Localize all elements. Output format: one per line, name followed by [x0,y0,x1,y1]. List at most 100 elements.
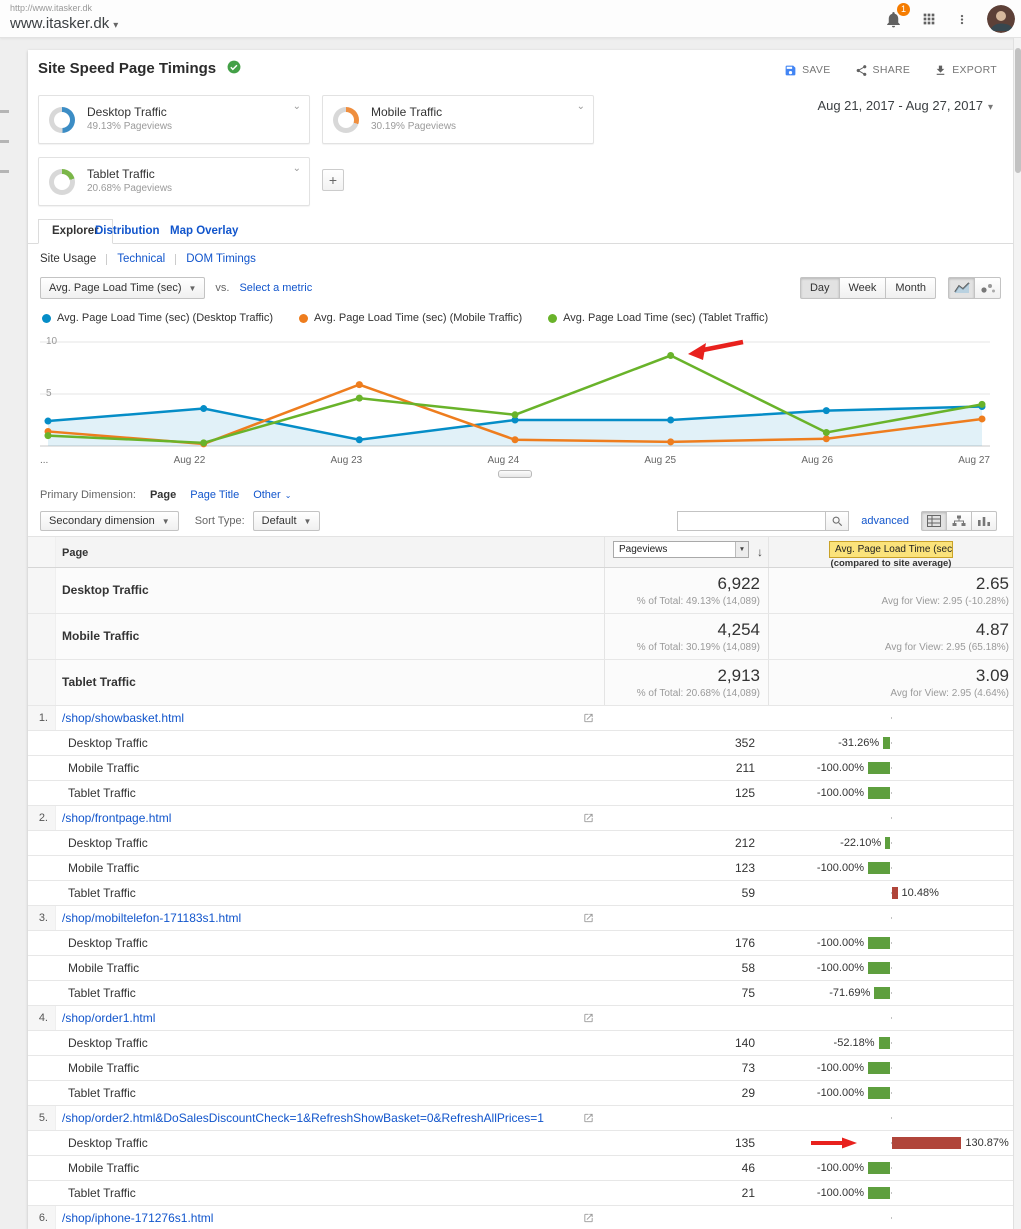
segment-card-desktop-traffic[interactable]: Desktop Traffic 49.13% Pageviews ⌄ [38,95,310,144]
page-link[interactable]: /shop/iphone-171276s1.html [62,1211,214,1225]
delta-value: -100.00% [816,787,864,799]
tab-distribution[interactable]: Distribution [95,225,160,237]
metric-column-selector[interactable]: Avg. Page Load Time (sec) ▼ [829,541,953,558]
avatar[interactable] [987,5,1015,33]
scrollbar-thumb[interactable] [1015,48,1021,173]
y-axis-label: 5 [46,388,52,399]
pageviews-column-selector[interactable]: Pageviews ▼ [613,541,749,558]
table-search-input[interactable] [677,511,826,531]
advanced-link[interactable]: advanced [861,515,909,527]
apps-grid-button[interactable] [921,11,937,27]
segment-name: Mobile Traffic [68,861,140,875]
external-link-icon[interactable] [583,1013,594,1024]
pageviews-subtext: % of Total: 49.13% (14,089) [636,596,760,607]
delta-value: 10.48% [901,887,939,899]
primary-dimension-page-title[interactable]: Page Title [190,489,240,501]
page-link[interactable]: /shop/frontpage.html [62,811,172,825]
secondary-dimension-button[interactable]: Secondary dimension ▼ [40,511,179,531]
sort-type-button[interactable]: Default ▼ [252,511,321,531]
granularity-month-button[interactable]: Month [885,277,936,299]
subtab-site-usage[interactable]: Site Usage [40,253,97,265]
granularity-week-button[interactable]: Week [838,277,887,299]
metric-selector[interactable]: Avg. Page Load Time (sec) ▼ [40,277,206,299]
x-axis-label: Aug 23 [330,455,363,466]
segment-sub-row: Desktop Traffic 212 -22.10% [28,831,1013,856]
explorer-subtabs: Site Usage Technical DOM Timings [40,251,256,267]
chart-canvas [40,339,990,448]
sort-direction-arrow[interactable]: ↓ [757,545,763,559]
chevron-down-icon[interactable]: ⌄ [576,101,585,112]
metric-total: 4.87 [975,620,1009,639]
legend-item-desktop: Avg. Page Load Time (sec) (Desktop Traff… [42,312,273,324]
comparison-view-button[interactable] [946,511,972,531]
table-view-button[interactable] [921,511,947,531]
page-link[interactable]: /shop/order1.html [62,1011,156,1025]
segment-name: Tablet Traffic [68,1086,136,1100]
chevron-down-icon[interactable]: ⌄ [292,101,301,112]
summary-label-cell: Tablet Traffic [56,660,604,705]
table-view-icon [927,515,941,527]
sidebar-mark [0,110,9,113]
add-segment-button[interactable]: + [322,169,344,191]
page-link[interactable]: /shop/mobiltelefon-171183s1.html [62,911,242,925]
chevron-down-icon: ▼ [303,516,312,526]
page-link[interactable]: /shop/showbasket.html [62,711,185,725]
segment-name: Mobile Traffic [68,1161,140,1175]
timeline-handle[interactable] [498,470,532,478]
segment-name: Desktop Traffic [68,736,148,750]
tab-explorer[interactable]: Explorer [38,219,113,244]
segment-card-tablet-traffic[interactable]: Tablet Traffic 20.68% Pageviews ⌄ [38,157,310,206]
select-metric-link[interactable]: Select a metric [239,282,313,294]
segment-card-mobile-traffic[interactable]: Mobile Traffic 30.19% Pageviews ⌄ [322,95,594,144]
pageviews-value: 75 [741,986,755,1000]
row-gutter: 6. [28,1206,56,1229]
line-chart-view-button[interactable] [948,277,975,299]
external-link-icon[interactable] [583,913,594,924]
delta-value: -100.00% [816,762,864,774]
export-button[interactable]: EXPORT [934,64,997,77]
vertical-dots-icon [960,14,964,24]
segment-name: Mobile Traffic [371,105,443,119]
save-button[interactable]: SAVE [784,64,830,77]
tab-map-overlay[interactable]: Map Overlay [170,225,239,237]
share-button[interactable]: SHARE [855,64,911,77]
segment-detail: 49.13% Pageviews [87,121,173,132]
chevron-down-icon[interactable]: ⌄ [292,163,301,174]
pivot-view-button[interactable] [971,511,997,531]
delta-bar [868,1062,890,1074]
chevron-down-icon: ▼ [161,516,170,526]
pageviews-value: 29 [741,1086,755,1100]
account-selector[interactable]: www.itasker.dk ▾ [10,15,118,32]
granularity-day-button[interactable]: Day [799,277,840,299]
date-range-selector[interactable]: Aug 21, 2017 - Aug 27, 2017 ▾ [817,98,993,113]
external-link-icon[interactable] [583,813,594,824]
pageviews-value: 212 [734,836,755,850]
motion-chart-view-button[interactable] [974,277,1001,299]
search-button[interactable] [825,511,850,531]
legend-label: Avg. Page Load Time (sec) (Mobile Traffi… [314,312,523,324]
overflow-menu-button[interactable] [955,11,969,28]
chart-annotation-arrow [688,339,744,360]
page-link[interactable]: /shop/order2.html&DoSalesDiscountCheck=1… [62,1111,544,1125]
external-link-icon[interactable] [583,1113,594,1124]
summary-row: Mobile Traffic 4,254 % of Total: 30.19% (1… [28,614,1013,660]
segment-sub-row: Mobile Traffic 211 -100.00% [28,756,1013,781]
primary-dimension-other[interactable]: Other [253,489,281,501]
segment-name: Desktop Traffic [68,1036,148,1050]
external-link-icon[interactable] [583,1213,594,1224]
delta-bar [883,737,890,749]
segment-name: Desktop Traffic [68,936,148,950]
primary-dimension-page[interactable]: Page [149,489,177,501]
subtab-technical[interactable]: Technical [117,253,166,265]
external-link-icon[interactable] [583,713,594,724]
pageviews-total: 6,922 [717,574,760,593]
notifications-button[interactable]: 1 [884,2,910,29]
bell-icon [887,11,900,27]
delta-value: -100.00% [816,937,864,949]
scrollbar[interactable] [1013,38,1021,1229]
verified-check-icon [227,60,241,74]
summary-label-cell: Desktop Traffic [56,568,604,613]
delta-bar [878,1037,890,1049]
subtab-dom-timings[interactable]: DOM Timings [186,253,256,265]
row-number: 4. [38,1012,48,1024]
